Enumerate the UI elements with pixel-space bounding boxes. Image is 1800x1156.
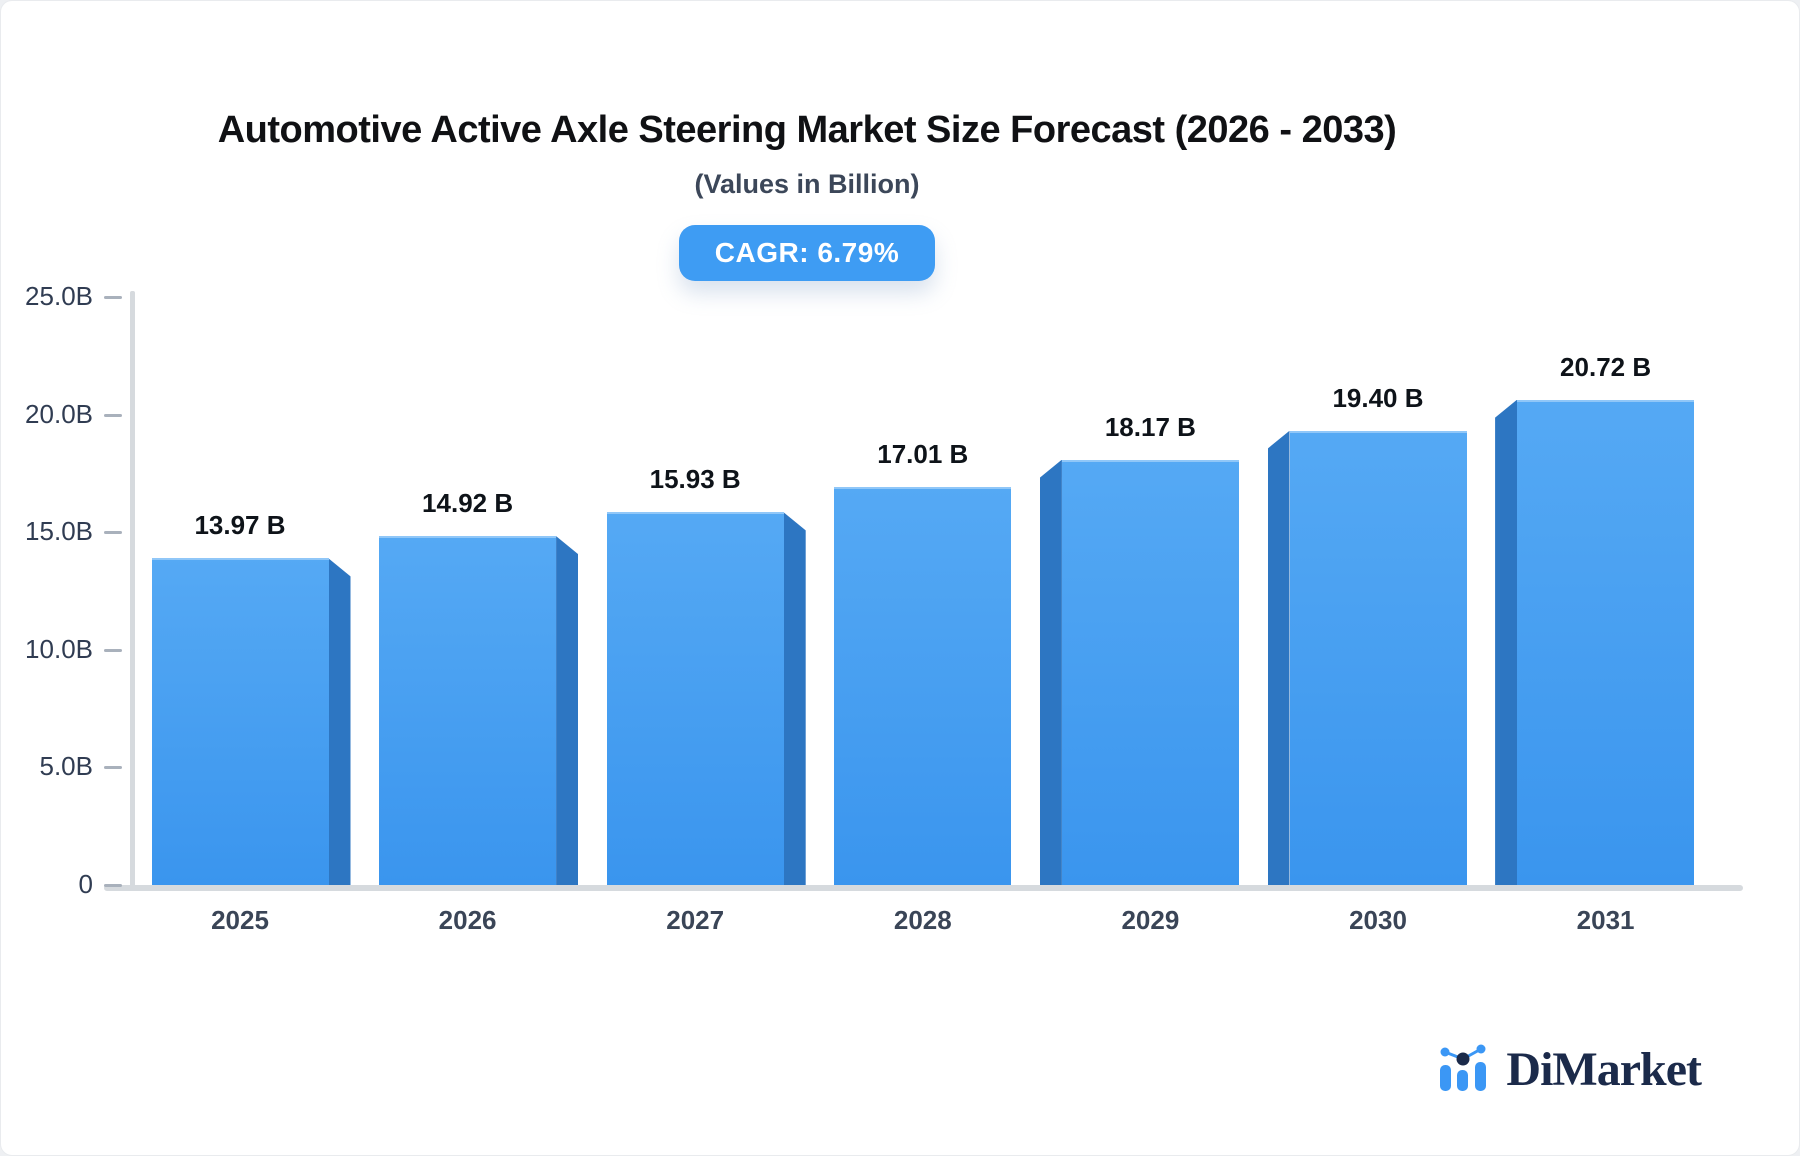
x-axis-category-label: 2025: [211, 905, 269, 935]
x-axis-category-label: 2029: [1121, 905, 1180, 935]
bar-2027: [606, 512, 784, 885]
y-axis-tick-mark: [104, 884, 122, 887]
y-axis-tick-label: 10.0B: [25, 633, 93, 664]
bar-2030: [1289, 430, 1467, 885]
bar-value-label: 13.97 B: [194, 510, 286, 541]
chart-subtitle: (Values in Billion): [694, 169, 920, 199]
y-axis-tick-mark: [104, 296, 122, 299]
brand-logo: DiMarket: [1436, 1039, 1702, 1100]
bar-3d-side: [1495, 399, 1518, 885]
y-axis-tick-label: 0: [78, 869, 93, 899]
y-axis-tick-label: 5.0B: [39, 751, 94, 782]
cagr-badge-wrap: CAGR: 6.79%: [1, 225, 1613, 281]
bar-3d-side: [328, 558, 351, 885]
bar-value-label: 18.17 B: [1104, 411, 1196, 442]
bar-value-label: 19.40 B: [1332, 382, 1424, 413]
bar-3d-side: [783, 512, 806, 885]
x-axis-line: [104, 885, 1743, 891]
y-axis-tick-mark: [104, 648, 122, 652]
chart-title: Automotive Active Axle Steering Market S…: [217, 109, 1397, 151]
x-axis-category-label: 2027: [666, 905, 725, 935]
bar-3d-side: [1267, 430, 1290, 885]
bar-value-label: 17.01 B: [877, 438, 969, 469]
bar-value-label: 20.72 B: [1560, 351, 1652, 382]
x-axis-category-label: 2031: [1576, 905, 1635, 935]
y-axis-tick-mark: [104, 766, 122, 770]
y-axis-tick-mark: [104, 413, 122, 417]
bar-3d-side: [556, 536, 579, 885]
y-axis-tick-label: 20.0B: [25, 398, 93, 429]
bar-2028: [834, 486, 1012, 885]
brand-name: DiMarket: [1506, 1043, 1702, 1096]
bar-2026: [379, 536, 557, 885]
bar-value-label: 14.92 B: [422, 488, 514, 519]
y-axis-tick-label: 15.0B: [25, 516, 93, 547]
y-axis-line: [130, 291, 135, 887]
y-axis-tick-label: 25.0B: [25, 281, 93, 311]
y-axis-tick-mark: [104, 531, 122, 535]
x-axis-category-label: 2030: [1349, 905, 1407, 935]
bar-2031: [1517, 399, 1695, 885]
x-axis-category-label: 2028: [893, 905, 952, 935]
cagr-badge: CAGR: 6.79%: [678, 225, 936, 281]
bar-value-label: 15.93 B: [649, 464, 741, 495]
dimarket-bars-icon: [1436, 1039, 1492, 1100]
bar-2025: [151, 558, 329, 885]
bar-3d-side: [1039, 459, 1062, 885]
x-axis-category-label: 2026: [438, 905, 497, 935]
bar-2029: [1061, 459, 1239, 885]
